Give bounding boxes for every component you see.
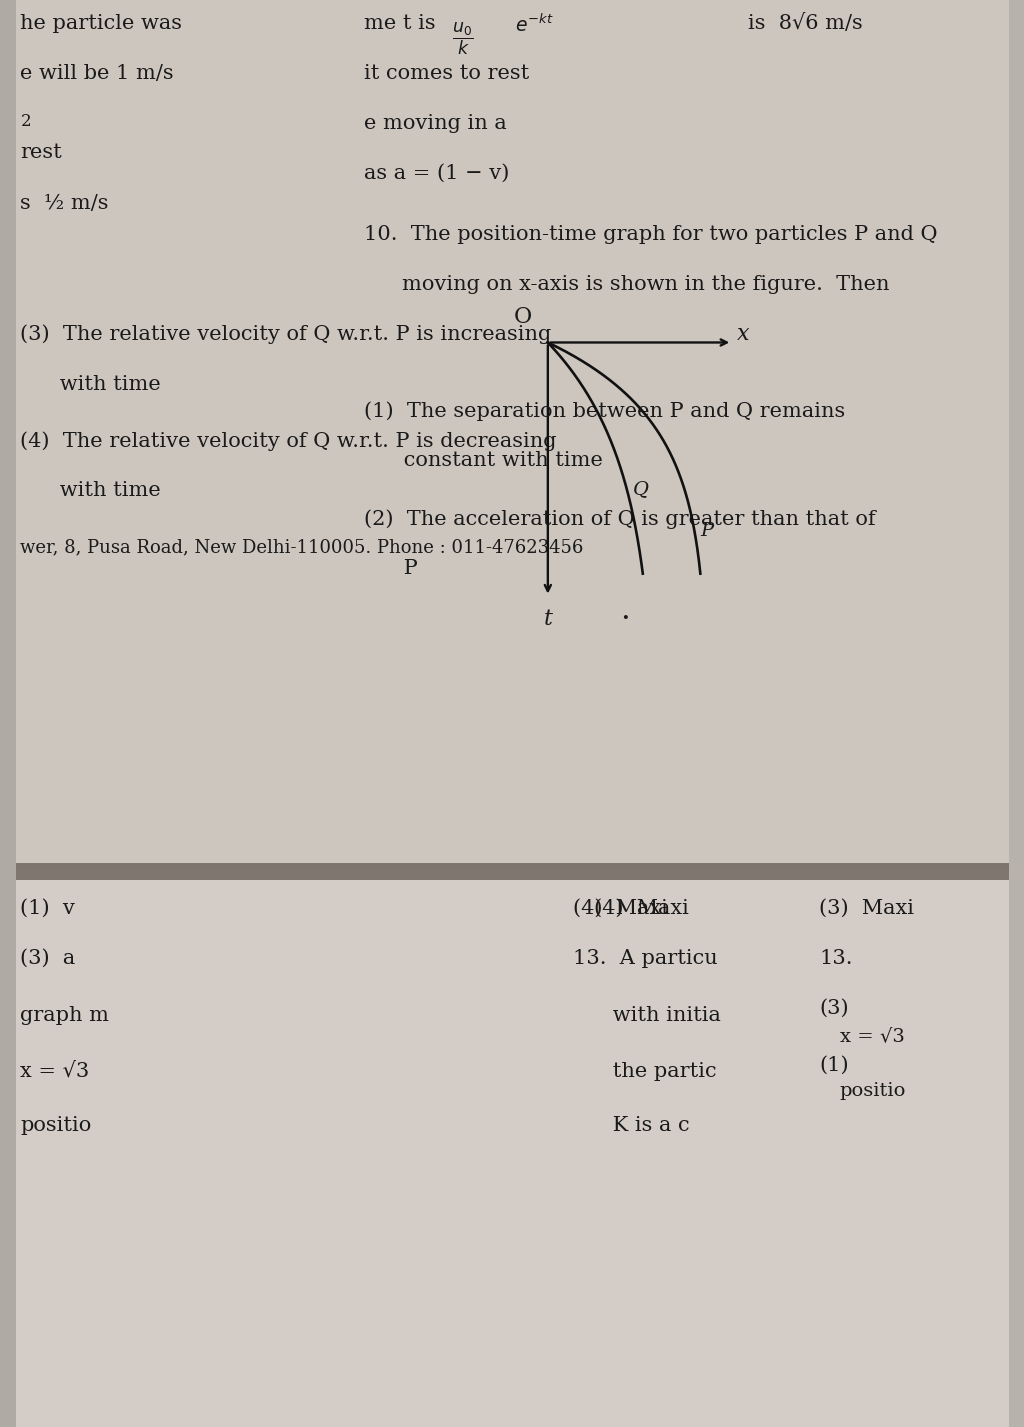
Text: positio: positio <box>20 1116 92 1134</box>
Text: (4)  Maxi: (4) Maxi <box>594 899 689 918</box>
Text: x = √3: x = √3 <box>20 1062 90 1080</box>
Text: 13.: 13. <box>819 949 853 968</box>
Text: (3)  Maxi: (3) Maxi <box>819 899 914 918</box>
Text: e will be 1 m/s: e will be 1 m/s <box>20 64 174 83</box>
Text: P: P <box>700 522 713 541</box>
Text: Q: Q <box>633 481 649 498</box>
Text: positio: positio <box>840 1082 906 1100</box>
Text: (2)  The acceleration of Q is greater than that of: (2) The acceleration of Q is greater tha… <box>364 509 876 529</box>
Text: O: O <box>514 307 532 328</box>
Text: me t is: me t is <box>364 14 435 33</box>
Text: (3): (3) <box>819 999 849 1017</box>
Bar <box>1009 0 1024 1427</box>
Text: (3)  a: (3) a <box>20 949 76 968</box>
Text: K is a c: K is a c <box>573 1116 690 1134</box>
Text: e moving in a: e moving in a <box>364 114 506 133</box>
Text: x = √3: x = √3 <box>840 1027 904 1046</box>
Text: constant with time: constant with time <box>364 451 602 469</box>
Text: $\dfrac{u_0}{k}$: $\dfrac{u_0}{k}$ <box>452 20 473 57</box>
Text: wer, 8, Pusa Road, New Delhi-110005. Phone : 011-47623456: wer, 8, Pusa Road, New Delhi-110005. Pho… <box>20 538 584 557</box>
Bar <box>0 0 16 1427</box>
Text: moving on x-axis is shown in the figure.  Then: moving on x-axis is shown in the figure.… <box>402 275 890 294</box>
Text: the partic: the partic <box>573 1062 717 1080</box>
Text: (4)  The relative velocity of Q w.r.t. P is decreasing: (4) The relative velocity of Q w.r.t. P … <box>20 431 557 451</box>
Bar <box>0 870 1024 1427</box>
Text: with initia: with initia <box>573 1006 721 1025</box>
Text: he particle was: he particle was <box>20 14 182 33</box>
Text: P: P <box>364 559 417 578</box>
Text: is  8√6 m/s: is 8√6 m/s <box>748 14 862 33</box>
Text: rest: rest <box>20 143 62 161</box>
Text: (4)  Maxi: (4) Maxi <box>573 899 669 918</box>
Text: (1)  v: (1) v <box>20 899 76 918</box>
Text: 13.  A particu: 13. A particu <box>573 949 718 968</box>
Text: (3)  The relative velocity of Q w.r.t. P is increasing: (3) The relative velocity of Q w.r.t. P … <box>20 324 552 344</box>
Text: 10.  The position-time graph for two particles P and Q: 10. The position-time graph for two part… <box>364 225 937 244</box>
Text: $e^{-kt}$: $e^{-kt}$ <box>515 14 554 37</box>
Text: (1)  The separation between P and Q remains: (1) The separation between P and Q remai… <box>364 401 845 421</box>
Text: as a = (1 − v): as a = (1 − v) <box>364 164 509 183</box>
Bar <box>0 0 1024 870</box>
Text: .: . <box>620 595 630 626</box>
Text: (1): (1) <box>819 1056 849 1075</box>
Text: it comes to rest: it comes to rest <box>364 64 528 83</box>
Text: 2: 2 <box>20 113 31 130</box>
Text: t: t <box>544 608 552 629</box>
Text: x: x <box>737 323 750 345</box>
Text: with time: with time <box>20 375 161 394</box>
Bar <box>0 863 1024 880</box>
Text: s  ½ m/s: s ½ m/s <box>20 194 109 213</box>
Text: with time: with time <box>20 481 161 499</box>
Text: graph m: graph m <box>20 1006 110 1025</box>
